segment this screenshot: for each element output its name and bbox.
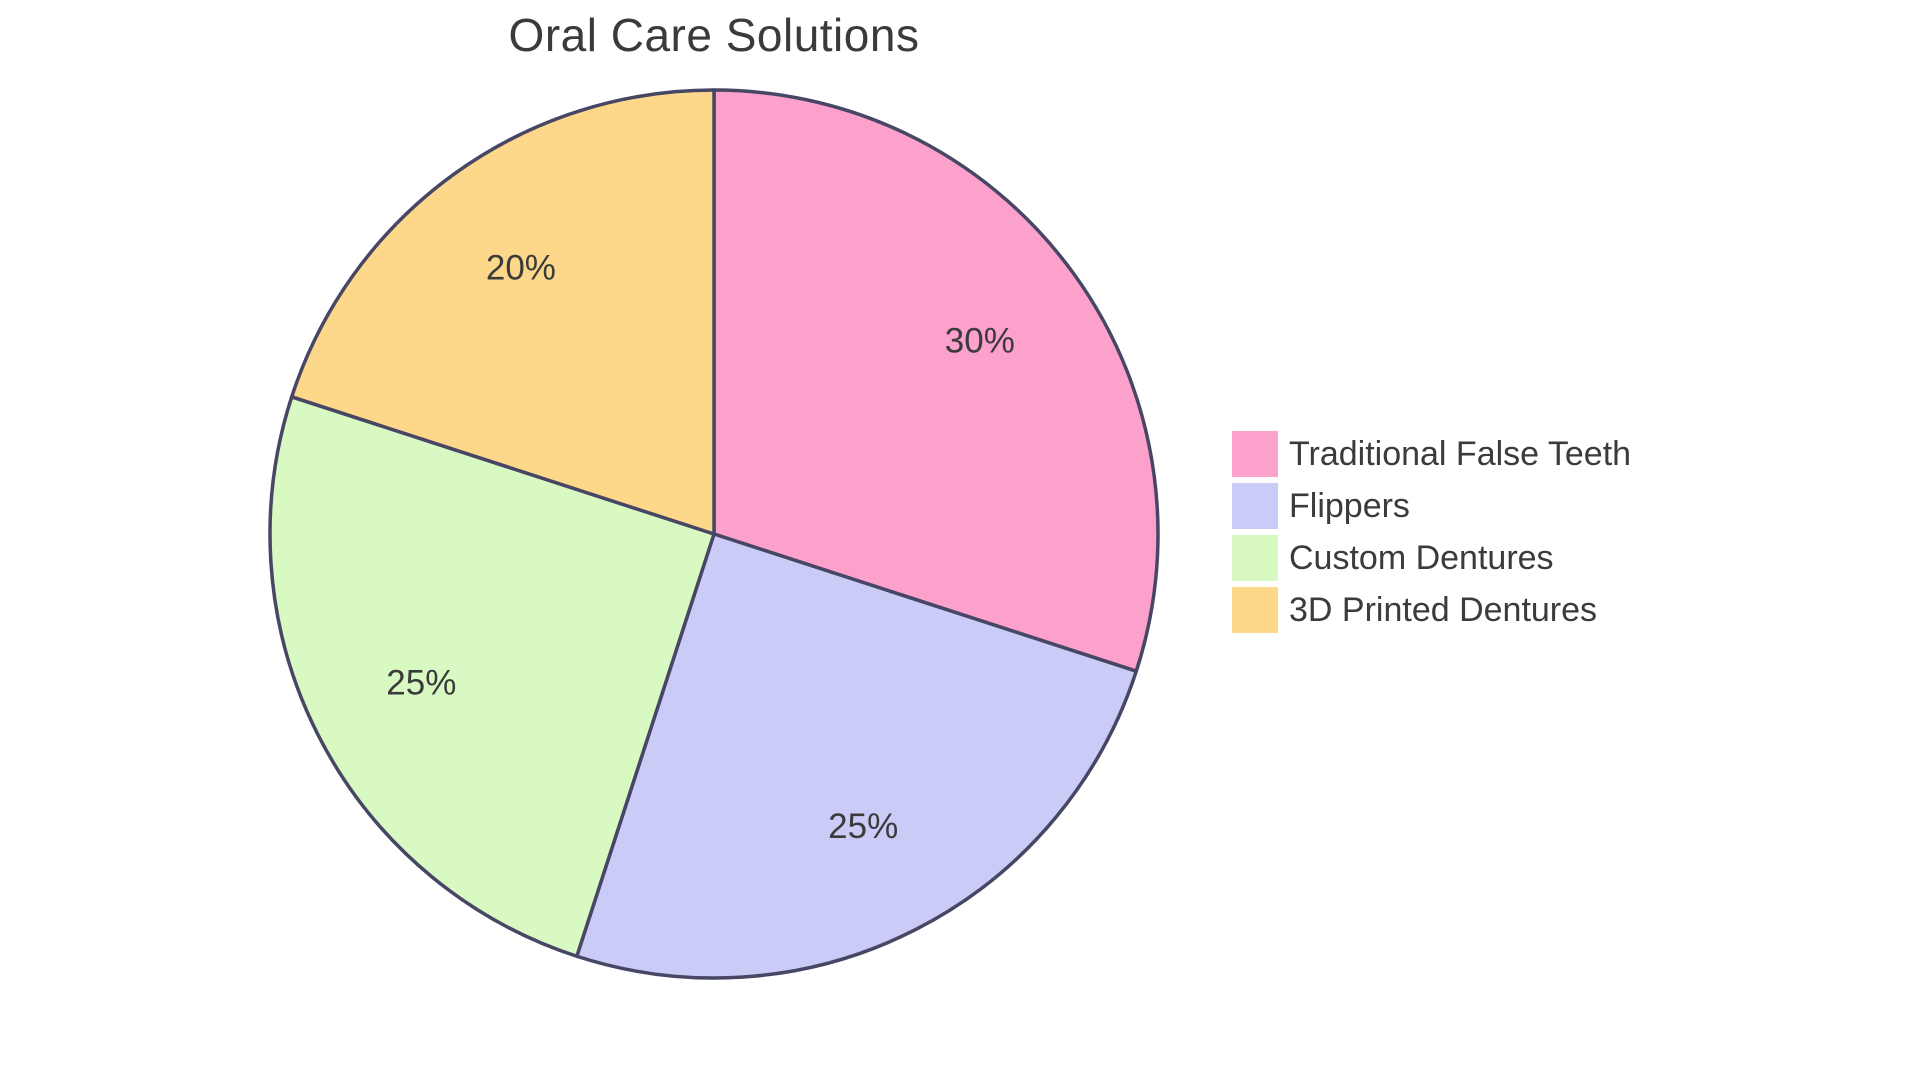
legend-item: Custom Dentures (1232, 535, 1631, 581)
pie-chart: 30% 25% 25% 20% (268, 88, 1160, 980)
legend: Traditional False Teeth Flippers Custom … (1232, 431, 1631, 633)
legend-label: 3D Printed Dentures (1289, 591, 1598, 629)
pie-percent-label-custom-dentures: 25% (386, 664, 456, 703)
legend-item: Traditional False Teeth (1232, 431, 1631, 477)
legend-item: 3D Printed Dentures (1232, 587, 1631, 633)
legend-swatch-custom-dentures (1232, 535, 1278, 581)
pie-percent-label-traditional-false-teeth: 30% (945, 321, 1015, 360)
pie-percent-label-flippers: 25% (828, 807, 898, 846)
legend-label: Custom Dentures (1289, 539, 1554, 577)
legend-item: Flippers (1232, 483, 1631, 529)
pie-slice-traditional-false-teeth (712, 88, 1160, 673)
legend-swatch-traditional-false-teeth (1232, 431, 1278, 477)
legend-swatch-flippers (1232, 483, 1278, 529)
legend-label: Flippers (1289, 487, 1410, 525)
pie-percent-label-3d-printed-dentures: 20% (486, 249, 556, 288)
pie-slice-3d-printed-dentures (289, 88, 716, 536)
chart-title: Oral Care Solutions (508, 9, 920, 61)
pie-slice-flippers (575, 532, 1139, 980)
pie-slice-custom-dentures (268, 395, 716, 959)
legend-label: Traditional False Teeth (1289, 435, 1632, 473)
legend-swatch-3d-printed-dentures (1232, 587, 1278, 633)
